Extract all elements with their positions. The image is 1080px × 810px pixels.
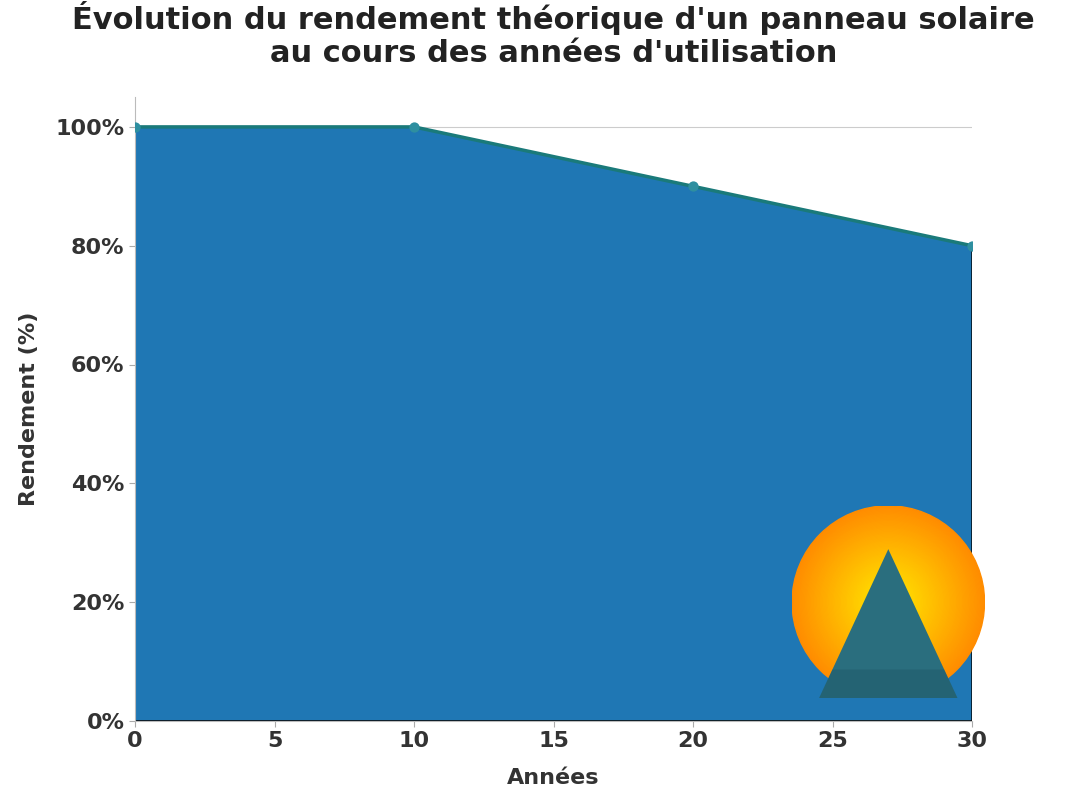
Circle shape xyxy=(812,526,964,678)
Circle shape xyxy=(837,550,940,654)
Circle shape xyxy=(882,596,894,608)
Circle shape xyxy=(831,544,946,660)
Circle shape xyxy=(807,520,970,684)
Circle shape xyxy=(873,586,904,618)
Circle shape xyxy=(813,527,963,676)
X-axis label: Années: Années xyxy=(508,768,599,788)
Circle shape xyxy=(866,581,910,624)
Circle shape xyxy=(849,562,928,642)
Circle shape xyxy=(843,557,933,646)
Circle shape xyxy=(848,561,929,643)
Circle shape xyxy=(792,505,985,698)
Circle shape xyxy=(834,548,943,656)
Circle shape xyxy=(858,571,919,633)
Circle shape xyxy=(853,567,923,637)
Circle shape xyxy=(862,576,915,629)
Point xyxy=(685,180,702,193)
Circle shape xyxy=(819,532,958,671)
Circle shape xyxy=(793,507,984,697)
Circle shape xyxy=(864,578,913,626)
Circle shape xyxy=(859,572,918,632)
Circle shape xyxy=(869,583,907,621)
Circle shape xyxy=(842,556,934,648)
Circle shape xyxy=(868,582,908,623)
Circle shape xyxy=(816,530,960,674)
Circle shape xyxy=(827,541,949,663)
Circle shape xyxy=(802,517,974,688)
Circle shape xyxy=(811,525,966,679)
Circle shape xyxy=(845,559,932,646)
Circle shape xyxy=(847,560,930,644)
Circle shape xyxy=(852,566,924,638)
Circle shape xyxy=(872,586,905,619)
Title: Évolution du rendement théorique d'un panneau solaire
au cours des années d'util: Évolution du rendement théorique d'un pa… xyxy=(72,1,1035,69)
Polygon shape xyxy=(819,670,958,698)
Circle shape xyxy=(822,536,955,668)
Circle shape xyxy=(799,513,977,691)
Point xyxy=(405,121,422,134)
Circle shape xyxy=(821,535,956,670)
Circle shape xyxy=(875,589,902,616)
Circle shape xyxy=(833,547,944,658)
Circle shape xyxy=(841,555,935,649)
Circle shape xyxy=(832,546,945,659)
Circle shape xyxy=(800,514,976,690)
Circle shape xyxy=(820,534,957,671)
Circle shape xyxy=(850,564,927,641)
Circle shape xyxy=(818,531,959,673)
Circle shape xyxy=(887,601,890,603)
Circle shape xyxy=(870,584,906,620)
Circle shape xyxy=(883,597,893,607)
Circle shape xyxy=(824,539,953,666)
Circle shape xyxy=(840,554,936,650)
Circle shape xyxy=(885,599,892,606)
Circle shape xyxy=(886,599,891,604)
Circle shape xyxy=(805,518,972,686)
Circle shape xyxy=(815,529,961,676)
Circle shape xyxy=(839,552,937,651)
Circle shape xyxy=(835,549,942,655)
Circle shape xyxy=(854,569,922,636)
Circle shape xyxy=(806,519,971,685)
Circle shape xyxy=(879,592,897,612)
Circle shape xyxy=(851,565,926,639)
Polygon shape xyxy=(819,549,958,698)
Circle shape xyxy=(876,590,901,614)
Circle shape xyxy=(808,522,969,683)
Circle shape xyxy=(874,588,903,616)
Circle shape xyxy=(861,574,916,629)
Circle shape xyxy=(855,569,921,634)
Point xyxy=(126,121,144,134)
Circle shape xyxy=(865,579,912,625)
Circle shape xyxy=(877,591,900,613)
Circle shape xyxy=(860,573,917,631)
Circle shape xyxy=(838,552,939,653)
Circle shape xyxy=(798,512,978,693)
Circle shape xyxy=(810,524,967,680)
Circle shape xyxy=(828,542,948,663)
Point xyxy=(963,239,981,252)
Circle shape xyxy=(801,515,975,688)
Circle shape xyxy=(797,510,980,693)
Circle shape xyxy=(795,508,982,696)
Circle shape xyxy=(881,595,895,609)
Circle shape xyxy=(823,537,954,667)
Circle shape xyxy=(809,522,968,681)
PathPatch shape xyxy=(135,127,972,721)
Circle shape xyxy=(796,509,981,695)
Circle shape xyxy=(826,539,950,665)
Y-axis label: Rendement (%): Rendement (%) xyxy=(18,312,39,506)
Circle shape xyxy=(863,577,914,628)
Circle shape xyxy=(829,544,947,661)
Circle shape xyxy=(880,594,896,611)
